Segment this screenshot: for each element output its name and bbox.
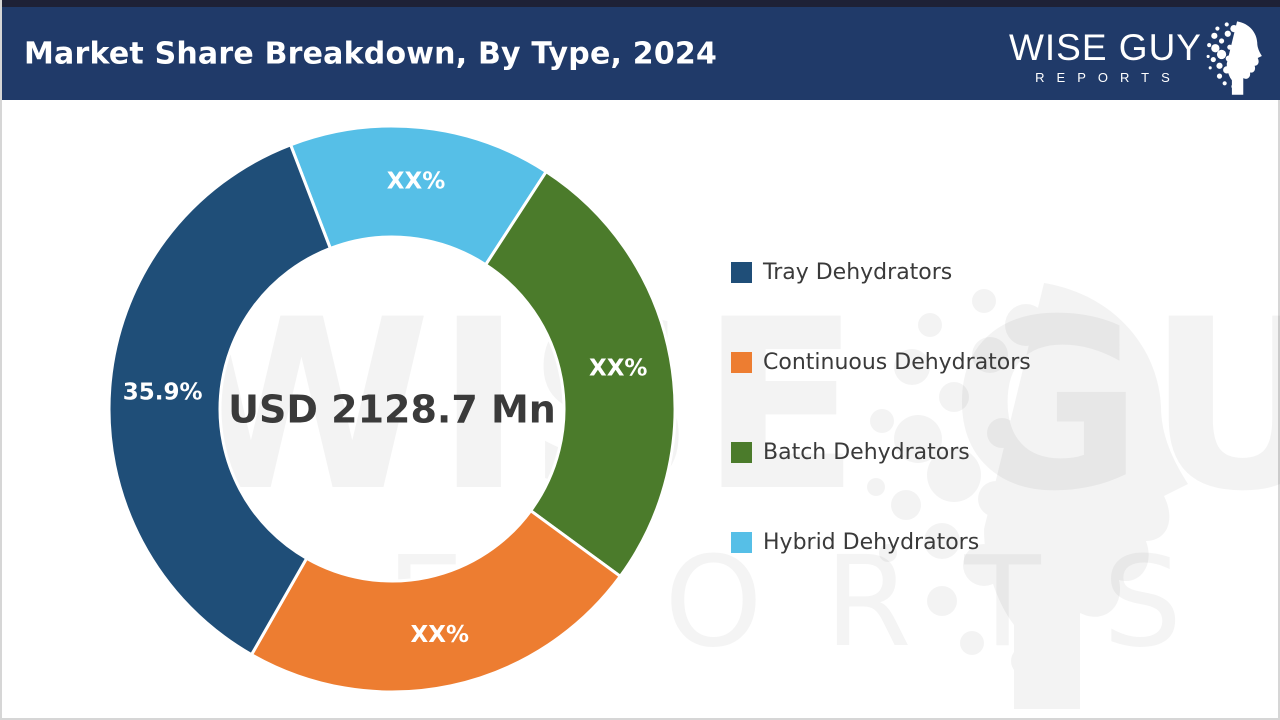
legend-label: Hybrid Dehydrators xyxy=(763,529,980,555)
legend-swatch xyxy=(731,261,752,283)
slice-percentage-label: XX% xyxy=(387,168,446,194)
header: Market Share Breakdown, By Type, 2024 WI… xyxy=(2,0,1280,100)
brand-name: WISE GUY xyxy=(1008,27,1202,69)
slice-percentage-label: XX% xyxy=(589,356,648,382)
legend-label: Tray Dehydrators xyxy=(763,259,953,285)
slice-percentage-label: 35.9% xyxy=(123,379,203,405)
wiseguy-logo: WISE GUY REPORTS xyxy=(1009,13,1266,101)
chart-area: WISE GUY REPORTS XX%XX%XX%35.9% USD 2128… xyxy=(2,100,1280,718)
legend-label: Batch Dehydrators xyxy=(763,439,970,465)
legend-item-continuous: Continuous Dehydrators xyxy=(731,349,1031,375)
donut-slice xyxy=(107,143,332,657)
chart-center-value: USD 2128.7 Mn xyxy=(228,387,556,431)
legend-item-hybrid: Hybrid Dehydrators xyxy=(731,529,1031,555)
brand-text: WISE GUY REPORTS xyxy=(1008,27,1202,85)
page-title: Market Share Breakdown, By Type, 2024 xyxy=(24,36,718,71)
bottom-border xyxy=(2,718,1278,720)
legend-swatch xyxy=(731,531,752,553)
donut-slice xyxy=(289,124,548,267)
donut-slices: XX% XX% XX% 35.9% xyxy=(107,124,677,694)
wiseguy-face-icon xyxy=(1204,18,1266,96)
donut-chart: XX% XX% XX% 35.9% USD 2128.7 Mn xyxy=(107,124,677,694)
brand-subtitle: REPORTS xyxy=(1035,69,1182,85)
legend-swatch xyxy=(731,351,752,373)
chart-legend: Tray Dehydrators Continuous Dehydrators … xyxy=(731,259,1031,619)
legend-swatch xyxy=(731,441,752,463)
donut-slice xyxy=(250,509,622,694)
legend-item-tray: Tray Dehydrators xyxy=(731,259,1031,285)
donut-slice xyxy=(484,170,677,578)
legend-label: Continuous Dehydrators xyxy=(763,349,1031,375)
slice-percentage-label: XX% xyxy=(411,622,470,648)
legend-item-batch: Batch Dehydrators xyxy=(731,439,1031,465)
